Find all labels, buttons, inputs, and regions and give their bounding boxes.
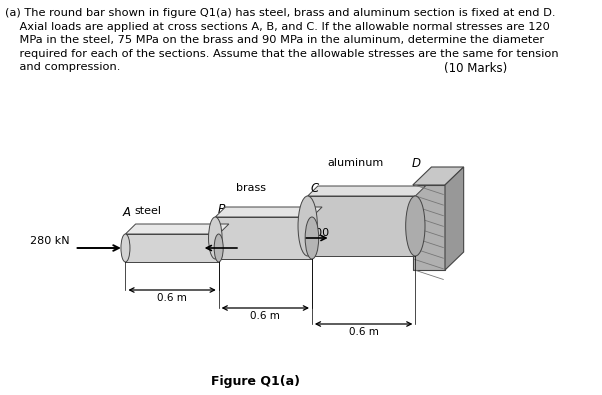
Text: 240: 240	[244, 238, 265, 248]
Polygon shape	[413, 167, 464, 185]
Text: $D$: $D$	[411, 157, 421, 170]
Text: steel: steel	[134, 206, 161, 216]
Polygon shape	[308, 186, 426, 196]
Text: (10 Marks): (10 Marks)	[444, 62, 507, 75]
Text: 200: 200	[308, 228, 329, 238]
Ellipse shape	[298, 196, 317, 256]
Text: $C$: $C$	[310, 182, 320, 195]
Text: and compression.: and compression.	[5, 62, 120, 72]
Polygon shape	[216, 217, 312, 259]
Text: required for each of the sections. Assume that the allowable stresses are the sa: required for each of the sections. Assum…	[5, 49, 559, 58]
Text: 280 kN: 280 kN	[30, 236, 69, 246]
Ellipse shape	[305, 217, 318, 259]
Polygon shape	[125, 224, 229, 234]
Text: brass: brass	[236, 183, 266, 193]
Text: Figure Q1(a): Figure Q1(a)	[211, 375, 300, 388]
Ellipse shape	[214, 234, 223, 262]
Polygon shape	[445, 167, 464, 270]
Polygon shape	[413, 185, 445, 270]
Polygon shape	[125, 234, 219, 262]
Ellipse shape	[406, 196, 425, 256]
Polygon shape	[216, 207, 322, 217]
Text: Axial loads are applied at cross sections A, B, and C. If the allowable normal s: Axial loads are applied at cross section…	[5, 21, 550, 32]
Text: $A$: $A$	[122, 206, 132, 219]
Text: 0.6 m: 0.6 m	[250, 311, 281, 321]
Polygon shape	[308, 196, 415, 256]
Ellipse shape	[208, 217, 222, 259]
Ellipse shape	[121, 234, 130, 262]
Text: aluminum: aluminum	[327, 158, 384, 168]
Text: MPa in the steel, 75 MPa on the brass and 90 MPa in the aluminum, determine the : MPa in the steel, 75 MPa on the brass an…	[5, 35, 544, 45]
Text: $B$: $B$	[217, 203, 226, 216]
Text: 0.6 m: 0.6 m	[157, 293, 187, 303]
Text: (a) The round bar shown in figure Q1(a) has steel, brass and aluminum section is: (a) The round bar shown in figure Q1(a) …	[5, 8, 556, 18]
Text: 0.6 m: 0.6 m	[349, 327, 379, 337]
